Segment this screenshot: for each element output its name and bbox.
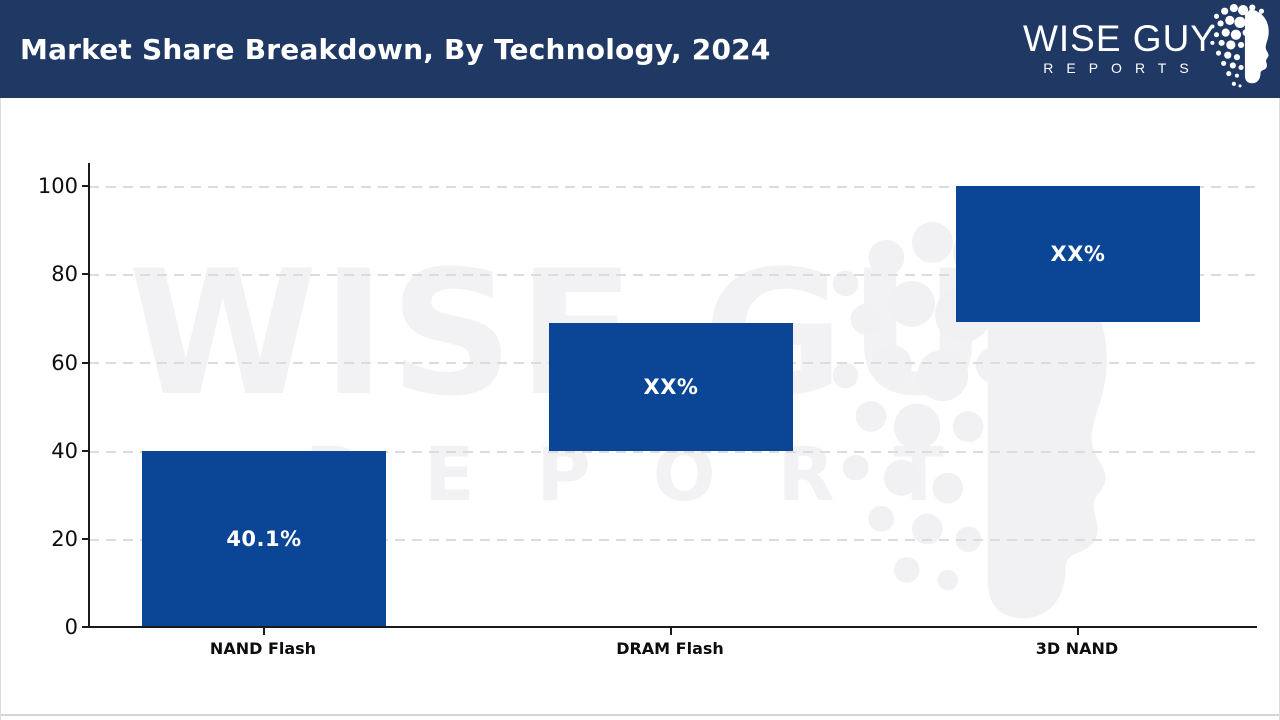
logo-wordmark: WISE GUY REPORTS <box>1022 17 1216 77</box>
bar-value-label: XX% <box>1050 242 1106 266</box>
y-tick-label: 0 <box>64 615 78 639</box>
y-tick-label: 60 <box>51 351 78 375</box>
bar-dram-flash: XX% <box>549 323 793 451</box>
bar-nand-flash: 40.1% <box>142 451 386 627</box>
y-tick-20 <box>82 538 89 540</box>
bar-value-label: 40.1% <box>226 527 302 551</box>
y-tick-80 <box>82 273 89 275</box>
y-axis-line <box>88 163 90 628</box>
gridline-20 <box>89 539 1257 541</box>
y-tick-label: 80 <box>51 262 78 286</box>
y-tick-label: 40 <box>51 439 78 463</box>
wise-guy-reports-logo: WISE GUY REPORTS <box>1023 4 1272 92</box>
y-tick-0 <box>82 626 89 628</box>
header-banner: Market Share Breakdown, By Technology, 2… <box>0 0 1280 98</box>
dotted-face-icon <box>1210 4 1269 88</box>
bar-value-label: XX% <box>643 375 699 399</box>
gridline-40 <box>89 451 1257 453</box>
gridline-100 <box>89 186 1257 188</box>
x-category-label: NAND Flash <box>209 639 317 658</box>
gridline-80 <box>89 274 1257 276</box>
y-tick-40 <box>82 450 89 452</box>
logo-wordmark-line2: REPORTS <box>1043 60 1202 77</box>
x-category-label: DRAM Flash <box>616 639 724 658</box>
x-tick-dram-flash <box>670 628 672 635</box>
frame-bottom-line <box>0 714 1280 716</box>
x-axis-line <box>88 626 1257 628</box>
y-tick-label: 100 <box>37 174 78 198</box>
y-tick-label: 20 <box>51 527 78 551</box>
y-tick-100 <box>82 185 89 187</box>
x-tick-nand-flash <box>263 628 265 635</box>
frame-left-line <box>0 98 1 720</box>
x-tick-3d-nand <box>1077 628 1079 635</box>
logo-wordmark-line1: WISE GUY <box>1022 17 1216 59</box>
x-category-label: 3D NAND <box>1035 639 1119 658</box>
page-title: Market Share Breakdown, By Technology, 2… <box>20 32 771 66</box>
bar-3d-nand: XX% <box>956 186 1200 322</box>
y-tick-60 <box>82 362 89 364</box>
